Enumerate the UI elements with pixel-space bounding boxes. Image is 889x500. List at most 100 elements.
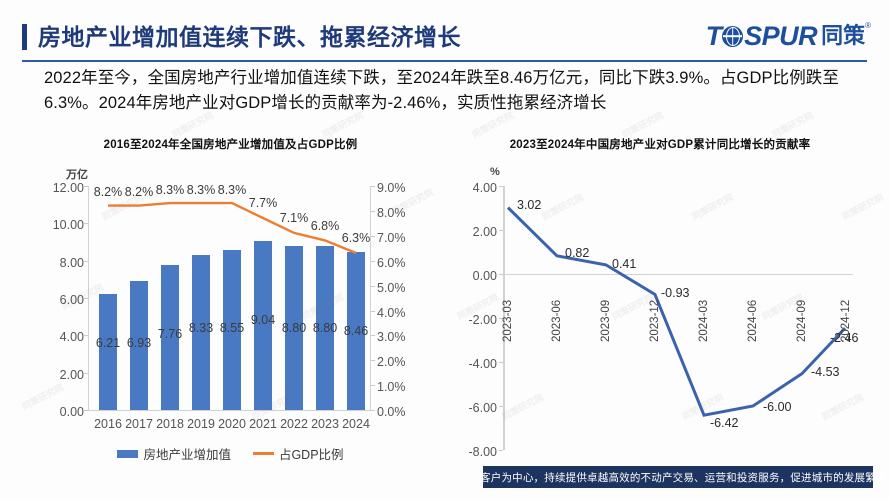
right-chart-plot: % 4.00 2.00 0.00 -2.00 -4.00 -6.00 -8.00 bbox=[445, 162, 875, 458]
y-tick: 0.00 bbox=[59, 404, 84, 419]
bar-2021 bbox=[254, 241, 272, 410]
tick-mark bbox=[499, 230, 503, 231]
tick-mark bbox=[499, 274, 503, 275]
y-tick: 4.00 bbox=[472, 181, 497, 195]
tick-mark bbox=[371, 186, 375, 187]
pct-label-2021: 7.7% bbox=[248, 196, 278, 210]
tick-mark bbox=[499, 318, 503, 319]
legend-item-bar: 房地产业增加值 bbox=[117, 444, 231, 463]
y2-tick: 3.0% bbox=[377, 330, 406, 345]
footer-banner: 以客户为中心，持续提供卓越高效的不动产交易、运营和投资服务，促进城市的发展繁荣 bbox=[469, 466, 886, 488]
right-axis-spine bbox=[370, 186, 371, 410]
tick-mark bbox=[371, 410, 375, 412]
pct-label-2020: 8.3% bbox=[217, 183, 247, 197]
bar-value-2024: 8.46 bbox=[343, 324, 369, 338]
bar-2018 bbox=[161, 265, 179, 410]
pct-label-2019: 8.3% bbox=[186, 183, 216, 197]
y-tick: -4.00 bbox=[468, 357, 498, 371]
y2-tick: 6.0% bbox=[377, 255, 406, 270]
pct-label-2023: 6.8% bbox=[310, 219, 340, 233]
point-label-2024-03: -6.42 bbox=[710, 416, 739, 430]
summary-paragraph: 2022年至今，全国房地产行业增加值连续下跌，至2024年跌至8.46万亿元，同… bbox=[44, 69, 839, 112]
pct-label-2016: 8.2% bbox=[93, 185, 123, 199]
tick-mark bbox=[371, 360, 375, 362]
header-divider bbox=[22, 60, 867, 62]
tospur-logo: T SPUR 同策 ® bbox=[706, 20, 871, 52]
legend-item-line: 占GDP比例 bbox=[252, 444, 344, 463]
x-tick-2024-06: 2024-06 bbox=[747, 299, 759, 342]
bar-value-2016: 6.21 bbox=[95, 336, 121, 350]
tick-mark bbox=[84, 297, 88, 299]
tick-mark bbox=[371, 285, 375, 287]
chart-title-right: 2023至2024年中国房地产业对GDP累计同比增长的贡献率 bbox=[509, 139, 811, 151]
chart-title-left: 2016至2024年全国房地产业增加值及占GDP比例 bbox=[103, 139, 358, 151]
bar-2020 bbox=[223, 250, 241, 410]
legend-swatch-bar-icon bbox=[117, 449, 139, 458]
x-tick-2023-03: 2023-03 bbox=[502, 299, 514, 342]
x-tick-2017: 2017 bbox=[125, 417, 153, 431]
x-tick-2024: 2024 bbox=[342, 417, 370, 431]
bar-value-2019: 8.33 bbox=[188, 321, 214, 335]
y2-tick: 9.0% bbox=[377, 181, 406, 195]
y-tick: 4.00 bbox=[59, 330, 84, 345]
pct-label-2024: 6.3% bbox=[341, 231, 371, 245]
tick-mark bbox=[84, 223, 88, 225]
y2-tick: 5.0% bbox=[377, 280, 406, 295]
y-tick: 12.00 bbox=[52, 181, 84, 195]
tick-mark bbox=[84, 409, 88, 411]
x-tick-2023: 2023 bbox=[311, 417, 339, 431]
logo-letter-t: T bbox=[705, 20, 722, 51]
point-label-2023-03: 3.02 bbox=[517, 198, 542, 212]
legend-label-bar: 房地产业增加值 bbox=[143, 448, 231, 462]
x-tick-2020: 2020 bbox=[218, 417, 246, 431]
bar-value-2017: 6.93 bbox=[126, 336, 152, 350]
point-label-2024-12: -2.46 bbox=[830, 331, 859, 345]
tick-mark bbox=[371, 335, 375, 337]
point-label-2024-06: -6.00 bbox=[763, 400, 792, 414]
chart-legend-left: 房地产业增加值 占GDP比例 bbox=[18, 444, 443, 463]
bar-value-2018: 7.76 bbox=[157, 327, 183, 341]
x-tick-2024-12: 2024-12 bbox=[840, 299, 852, 342]
tick-mark bbox=[84, 186, 88, 187]
y-tick: 10.00 bbox=[52, 218, 84, 233]
tick-mark bbox=[499, 362, 503, 363]
bar-value-2021: 9.04 bbox=[250, 313, 276, 327]
tick-mark bbox=[499, 450, 503, 451]
tick-mark bbox=[499, 186, 503, 187]
x-tick-2016: 2016 bbox=[94, 417, 122, 431]
tick-mark bbox=[84, 260, 88, 262]
y2-tick: 7.0% bbox=[377, 230, 406, 245]
y-tick: 2.00 bbox=[472, 225, 497, 239]
y-tick: 2.00 bbox=[59, 367, 84, 382]
zero-baseline bbox=[503, 274, 853, 275]
footer-text: 以客户为中心，持续提供卓越高效的不动产交易、运营和投资服务，促进城市的发展繁荣 bbox=[469, 471, 887, 484]
bar-2016 bbox=[99, 294, 117, 410]
legend-label-line: 占GDP比例 bbox=[278, 448, 344, 462]
y-tick: 6.00 bbox=[59, 292, 84, 307]
logo-letters-spur: SPUR bbox=[744, 20, 818, 51]
tick-mark bbox=[499, 406, 503, 407]
left-axis-spine bbox=[88, 186, 89, 410]
x-tick-2024-03: 2024-03 bbox=[698, 299, 710, 342]
chart-panel-left: 2016至2024年全国房地产业增加值及占GDP比例 万亿 12.00 10.0… bbox=[18, 128, 443, 462]
tick-mark bbox=[371, 210, 375, 212]
x-axis-spine bbox=[88, 410, 371, 411]
point-label-2024-09: -4.53 bbox=[811, 365, 840, 379]
bar-2017 bbox=[130, 280, 148, 410]
bar-value-2022: 8.80 bbox=[281, 321, 307, 335]
tick-mark bbox=[84, 372, 88, 374]
right-chart-y-spine bbox=[503, 186, 505, 450]
left-chart-plot: 万亿 12.00 10.00 8.00 6.00 4.00 2.00 0.00 … bbox=[18, 162, 443, 462]
x-tick-2024-09: 2024-09 bbox=[796, 299, 808, 342]
y2-tick: 8.0% bbox=[377, 205, 406, 220]
point-label-2023-12: -0.93 bbox=[661, 286, 690, 300]
x-tick-2023-12: 2023-12 bbox=[649, 299, 661, 342]
y2-tick: 1.0% bbox=[377, 380, 406, 395]
x-tick-2023-09: 2023-09 bbox=[600, 299, 612, 342]
bar-2022 bbox=[285, 245, 303, 410]
pct-label-2018: 8.3% bbox=[155, 183, 185, 197]
y-tick: 8.00 bbox=[59, 255, 84, 270]
globe-icon bbox=[722, 25, 744, 47]
bar-value-2023: 8.80 bbox=[312, 321, 338, 335]
